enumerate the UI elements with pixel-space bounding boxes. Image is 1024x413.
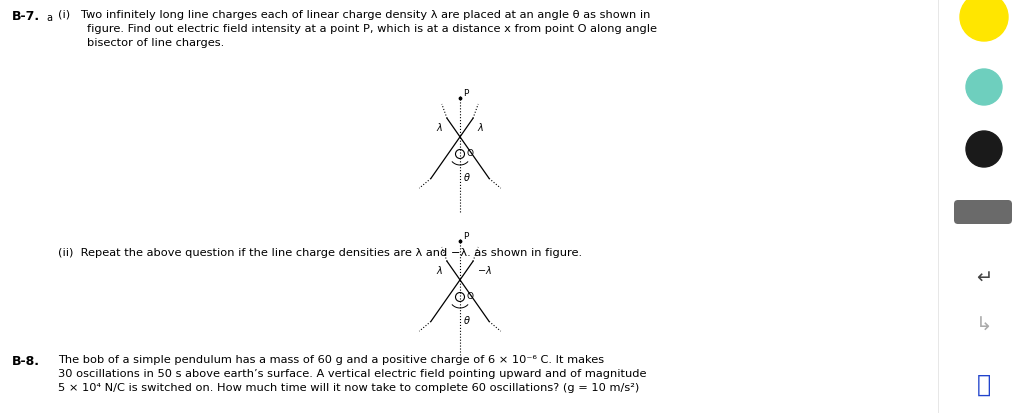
Text: $\lambda$: $\lambda$ bbox=[477, 121, 484, 133]
Circle shape bbox=[966, 132, 1002, 168]
Text: 30 oscillations in 50 s above earth’s surface. A vertical electric field pointin: 30 oscillations in 50 s above earth’s su… bbox=[58, 368, 646, 378]
FancyBboxPatch shape bbox=[954, 201, 1012, 224]
Circle shape bbox=[966, 70, 1002, 106]
Text: (ii)  Repeat the above question if the line charge densities are λ and −λ. as sh: (ii) Repeat the above question if the li… bbox=[58, 247, 582, 257]
Circle shape bbox=[961, 0, 1008, 42]
Text: $-\lambda$: $-\lambda$ bbox=[477, 263, 492, 275]
Text: figure. Find out electric field intensity at a point P, which is at a distance x: figure. Find out electric field intensit… bbox=[58, 24, 657, 34]
Text: O: O bbox=[466, 292, 473, 301]
Text: P: P bbox=[463, 231, 468, 240]
Text: 5 × 10⁴ N/C is switched on. How much time will it now take to complete 60 oscill: 5 × 10⁴ N/C is switched on. How much tim… bbox=[58, 382, 639, 392]
Text: bisector of line charges.: bisector of line charges. bbox=[58, 38, 224, 48]
Text: (i)   Two infinitely long line charges each of linear charge density λ are place: (i) Two infinitely long line charges eac… bbox=[58, 10, 650, 20]
Text: B-7.: B-7. bbox=[12, 10, 40, 23]
Text: O: O bbox=[466, 149, 473, 158]
Text: The bob of a simple pendulum has a mass of 60 g and a positive charge of 6 × 10⁻: The bob of a simple pendulum has a mass … bbox=[58, 354, 604, 364]
Text: $\lambda$: $\lambda$ bbox=[436, 263, 443, 275]
Text: ↳: ↳ bbox=[976, 315, 992, 334]
Text: P: P bbox=[463, 88, 468, 97]
Text: $\theta$: $\theta$ bbox=[463, 313, 471, 325]
Text: $\theta$: $\theta$ bbox=[463, 171, 471, 183]
Text: ↵: ↵ bbox=[976, 268, 992, 287]
Text: B-8.: B-8. bbox=[12, 354, 40, 367]
Text: $\lambda$: $\lambda$ bbox=[436, 121, 443, 133]
Text: Ⓐ: Ⓐ bbox=[977, 372, 991, 396]
Text: a: a bbox=[46, 13, 52, 23]
